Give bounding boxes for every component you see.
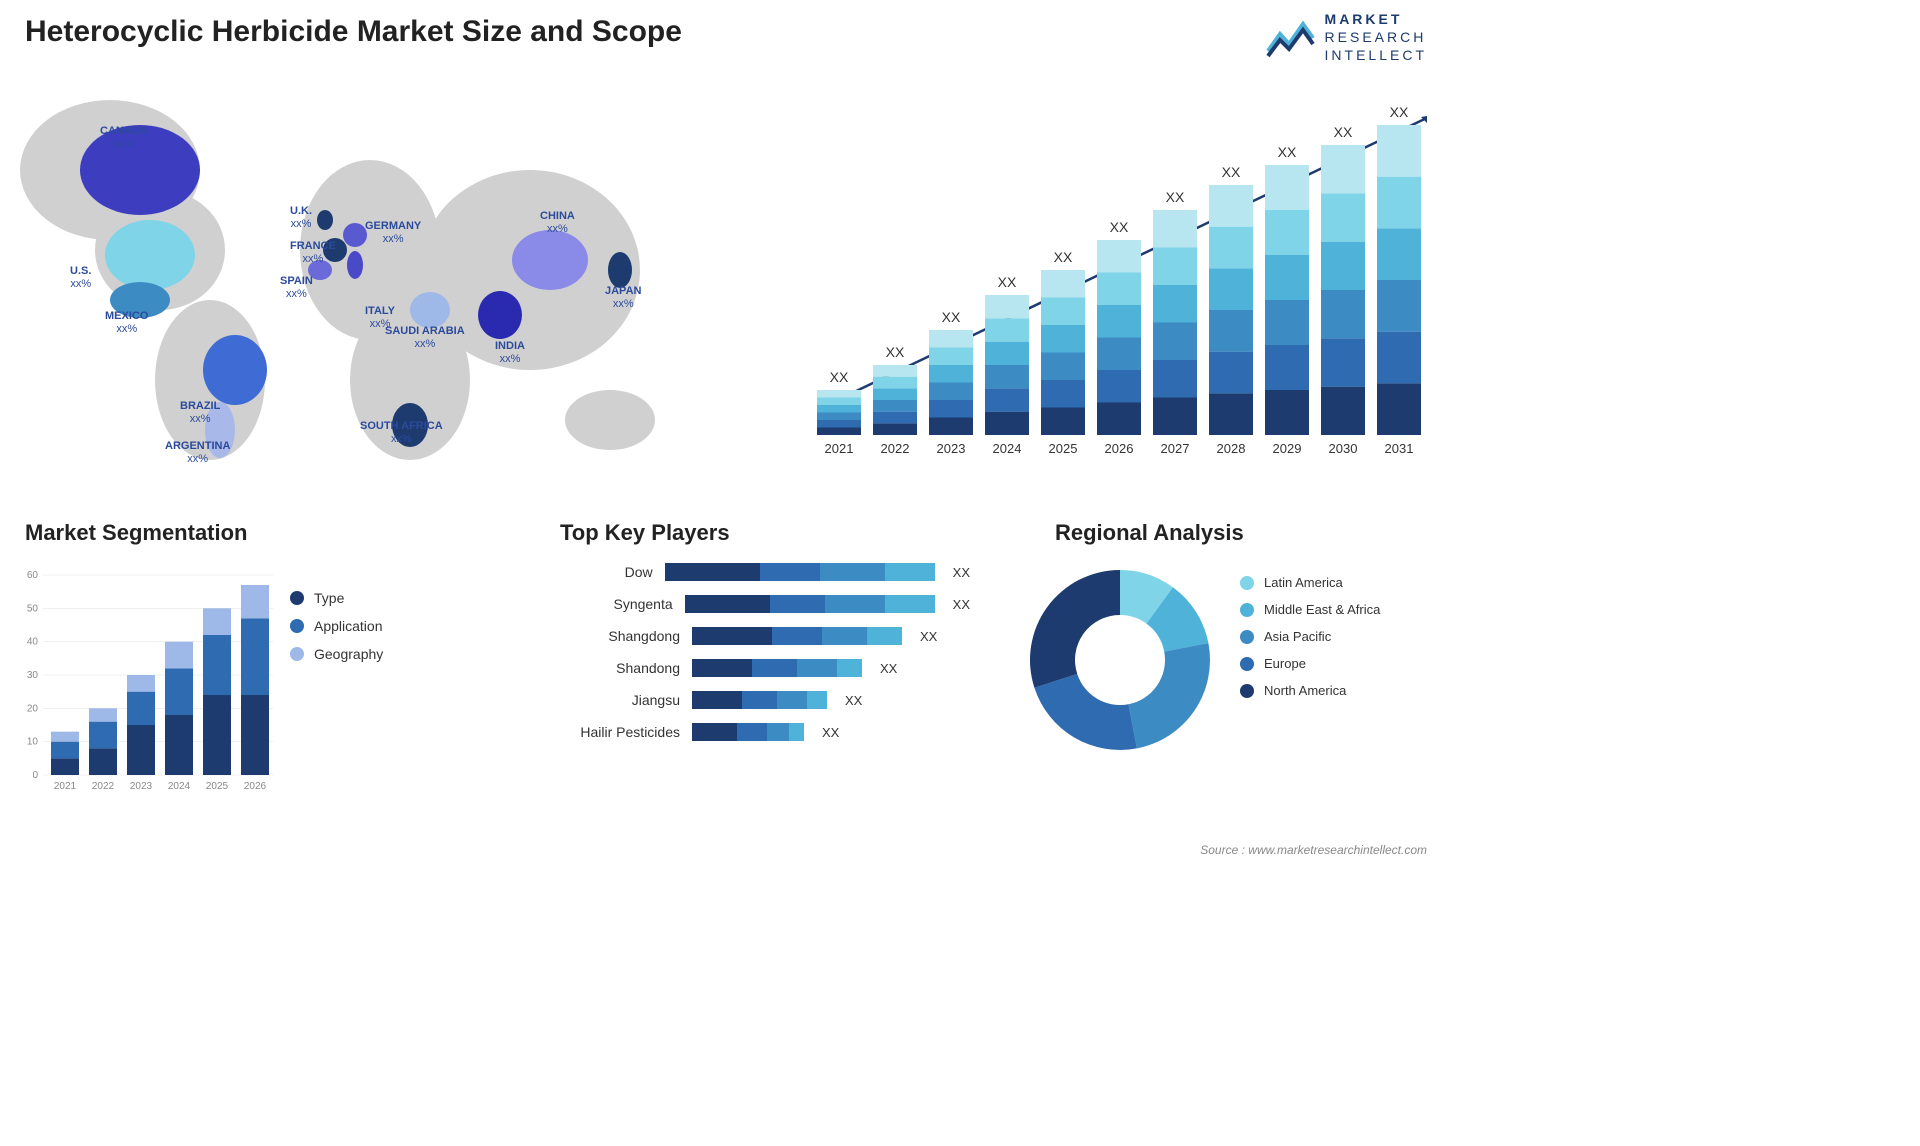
svg-text:20: 20: [27, 703, 39, 714]
svg-text:XX: XX: [830, 369, 849, 385]
map-label-japan: JAPANxx%: [605, 285, 641, 311]
reg-legend-north-america: North America: [1240, 683, 1380, 698]
regional-donut: [1020, 560, 1220, 760]
svg-text:2022: 2022: [92, 781, 115, 792]
key-players-chart: DowXX SyngentaXX ShangdongXX ShandongXX Jian…: [560, 560, 970, 752]
svg-text:2024: 2024: [993, 441, 1022, 456]
segmentation-title: Market Segmentation: [25, 520, 248, 546]
map-label-mexico: MEXICOxx%: [105, 310, 148, 336]
svg-text:40: 40: [27, 637, 39, 648]
svg-text:2028: 2028: [1217, 441, 1246, 456]
donut-slice-europe: [1034, 674, 1136, 750]
map-label-france: FRANCExx%: [290, 240, 336, 266]
key-player-shangdong: ShangdongXX: [560, 624, 970, 648]
map-label-spain: SPAINxx%: [280, 275, 313, 301]
logo-line3: INTELLECT: [1325, 46, 1427, 64]
regional-title: Regional Analysis: [1055, 520, 1244, 546]
map-label-canada: CANADAxx%: [100, 125, 148, 151]
key-player-jiangsu: JiangsuXX: [560, 688, 970, 712]
svg-text:2026: 2026: [1105, 441, 1134, 456]
svg-text:2022: 2022: [881, 441, 910, 456]
map-germany: [343, 223, 367, 247]
donut-slice-north-america: [1030, 570, 1120, 688]
logo-line2: RESEARCH: [1325, 28, 1427, 46]
svg-text:2025: 2025: [206, 781, 229, 792]
svg-text:0: 0: [32, 770, 38, 781]
svg-text:2023: 2023: [130, 781, 153, 792]
map-india: [478, 291, 522, 339]
reg-legend-middle-east-africa: Middle East & Africa: [1240, 602, 1380, 617]
key-player-shandong: ShandongXX: [560, 656, 970, 680]
donut-slice-asia-pacific: [1128, 643, 1210, 748]
svg-text:2024: 2024: [168, 781, 191, 792]
map-label-u.s.: U.S.xx%: [70, 265, 91, 291]
svg-text:XX: XX: [1334, 124, 1353, 140]
svg-text:60: 60: [27, 570, 39, 581]
main-market-chart: XX 2021 XX 2022 XX 2023 XX 2024 XX 2025 XX 2026 XX 20…: [807, 95, 1427, 465]
map-label-u.k.: U.K.xx%: [290, 205, 312, 231]
map-saudi: [410, 292, 450, 328]
svg-text:XX: XX: [1390, 104, 1409, 120]
world-map: CANADAxx% U.S.xx% MEXICOxx% BRAZILxx% ARGENT…: [20, 70, 700, 470]
svg-text:2031: 2031: [1385, 441, 1414, 456]
svg-text:XX: XX: [1278, 144, 1297, 160]
svg-text:2021: 2021: [825, 441, 854, 456]
svg-text:2029: 2029: [1273, 441, 1302, 456]
map-brazil: [203, 335, 267, 405]
svg-text:50: 50: [27, 603, 39, 614]
reg-legend-asia-pacific: Asia Pacific: [1240, 629, 1380, 644]
seg-legend-geography: Geography: [290, 646, 383, 662]
source-attribution: Source : www.marketresearchintellect.com: [1200, 843, 1427, 857]
map-us: [105, 220, 195, 290]
logo-line1: MARKET: [1325, 10, 1427, 28]
regional-legend: Latin America Middle East & Africa Asia Pa…: [1240, 575, 1380, 710]
reg-legend-latin-america: Latin America: [1240, 575, 1380, 590]
map-uk: [317, 210, 333, 230]
key-players-title: Top Key Players: [560, 520, 730, 546]
svg-text:XX: XX: [886, 344, 905, 360]
key-player-dow: DowXX: [560, 560, 970, 584]
svg-text:XX: XX: [1054, 249, 1073, 265]
map-label-saudi-arabia: SAUDI ARABIAxx%: [385, 325, 465, 351]
map-china: [512, 230, 588, 290]
svg-text:2023: 2023: [937, 441, 966, 456]
map-italy: [347, 251, 363, 279]
seg-legend-application: Application: [290, 618, 383, 634]
segmentation-legend: Type Application Geography: [290, 590, 383, 674]
svg-text:2027: 2027: [1161, 441, 1190, 456]
key-player-syngenta: SyngentaXX: [560, 592, 970, 616]
logo-icon: [1265, 16, 1317, 58]
seg-legend-type: Type: [290, 590, 383, 606]
segmentation-chart: 0 10 20 30 40 50 60 2021 2022 2023 2024 2025 2026: [18, 555, 278, 800]
brand-logo: MARKET RESEARCH INTELLECT: [1265, 10, 1427, 65]
map-label-china: CHINAxx%: [540, 210, 575, 236]
key-player-hailir-pesticides: Hailir PesticidesXX: [560, 720, 970, 744]
page-title: Heterocyclic Herbicide Market Size and S…: [25, 15, 682, 49]
svg-text:XX: XX: [1166, 189, 1185, 205]
svg-text:30: 30: [27, 670, 39, 681]
svg-text:2021: 2021: [54, 781, 77, 792]
svg-text:XX: XX: [942, 309, 961, 325]
svg-text:2030: 2030: [1329, 441, 1358, 456]
map-label-india: INDIAxx%: [495, 340, 525, 366]
svg-text:2025: 2025: [1049, 441, 1078, 456]
svg-text:10: 10: [27, 737, 39, 748]
map-label-brazil: BRAZILxx%: [180, 400, 220, 426]
svg-text:2026: 2026: [244, 781, 267, 792]
map-label-south-africa: SOUTH AFRICAxx%: [360, 420, 443, 446]
reg-legend-europe: Europe: [1240, 656, 1380, 671]
map-label-argentina: ARGENTINAxx%: [165, 440, 230, 466]
svg-text:XX: XX: [1110, 219, 1129, 235]
svg-text:XX: XX: [1222, 164, 1241, 180]
map-label-germany: GERMANYxx%: [365, 220, 421, 246]
map-japan: [608, 252, 632, 288]
svg-text:XX: XX: [998, 274, 1017, 290]
